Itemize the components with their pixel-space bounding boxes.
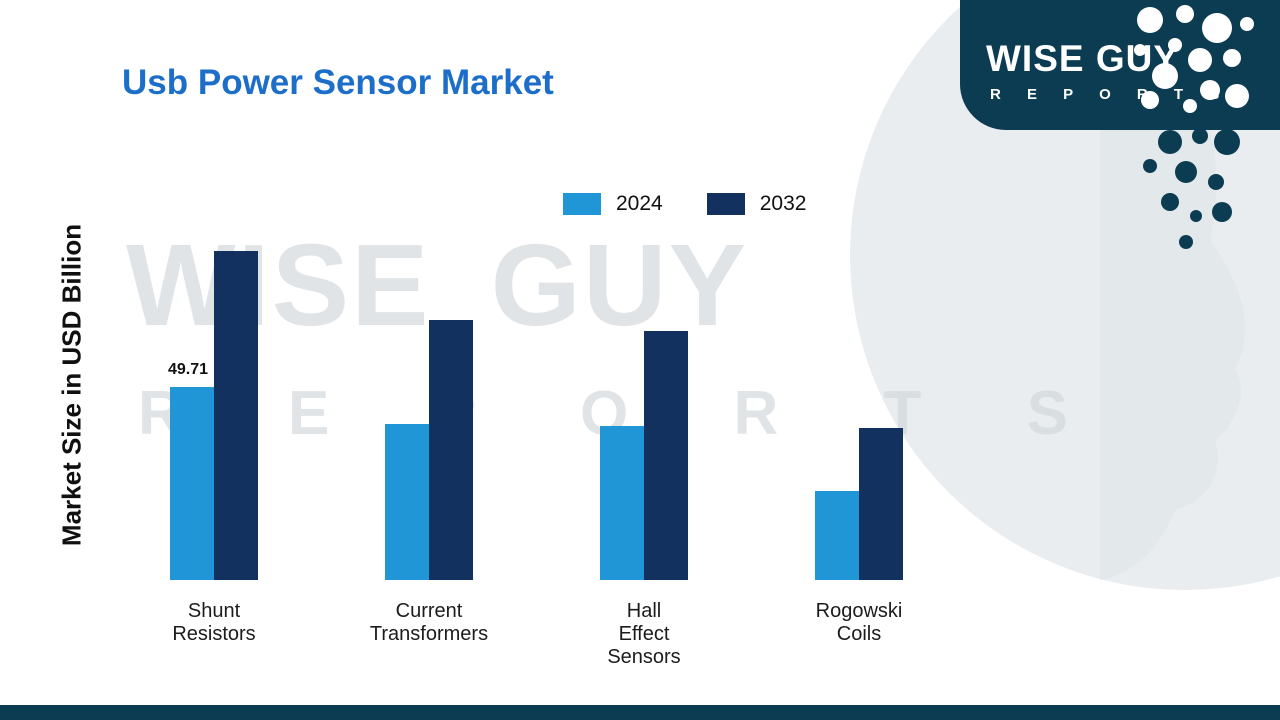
logo-wordmark: WISE GUY bbox=[986, 38, 1180, 79]
legend-label-2024: 2024 bbox=[616, 192, 663, 215]
legend-item-2024: 2024 bbox=[563, 192, 663, 216]
head-dots-pattern bbox=[1134, 5, 1254, 249]
bar-group-shunt-resistors: 49.71 Shunt Resistors bbox=[168, 230, 258, 645]
bar-2024-rogowski-coils bbox=[815, 491, 859, 580]
bar-2032-current-transformers bbox=[429, 320, 473, 580]
bar-group-hall-effect-sensors: Hall Effect Sensors bbox=[600, 230, 688, 668]
bar-2032-hall-effect-sensors bbox=[644, 331, 688, 580]
face-profile-shape bbox=[1100, 60, 1246, 580]
category-label-rogowski-coils: Rogowski Coils bbox=[815, 600, 903, 646]
category-label-shunt-resistors: Shunt Resistors bbox=[172, 600, 256, 646]
logo-subtitle: R E P O R T S bbox=[990, 86, 1231, 103]
category-label-hall-effect-sensors: Hall Effect Sensors bbox=[607, 600, 681, 669]
bar-2024-hall-effect-sensors bbox=[600, 426, 644, 580]
bar-group-rogowski-coils: Rogowski Coils bbox=[815, 230, 903, 645]
legend-label-2032: 2032 bbox=[759, 192, 807, 215]
legend-swatch-2032 bbox=[706, 193, 745, 215]
bar-2024-shunt-resistors: 49.71 bbox=[168, 361, 214, 580]
bar-2032-shunt-resistors bbox=[214, 251, 258, 580]
bar-2032-rogowski-coils bbox=[859, 428, 903, 580]
bar-value-label: 49.71 bbox=[167, 361, 209, 378]
legend-item-2032: 2032 bbox=[706, 192, 807, 216]
bar-group-current-transformers: Current Transformers bbox=[370, 230, 488, 645]
y-axis-label: Market Size in USD Billion bbox=[56, 223, 87, 547]
footer-bar bbox=[0, 705, 1280, 720]
chart-legend: 2024 2032 bbox=[563, 192, 806, 216]
plot-area: 49.71 Shunt Resistors Current Transformers Ha… bbox=[168, 230, 950, 668]
bar-2024-current-transformers bbox=[385, 424, 429, 580]
chart-title: Usb Power Sensor Market bbox=[122, 63, 554, 103]
legend-swatch-2024 bbox=[563, 193, 601, 215]
category-label-current-transformers: Current Transformers bbox=[369, 600, 489, 646]
